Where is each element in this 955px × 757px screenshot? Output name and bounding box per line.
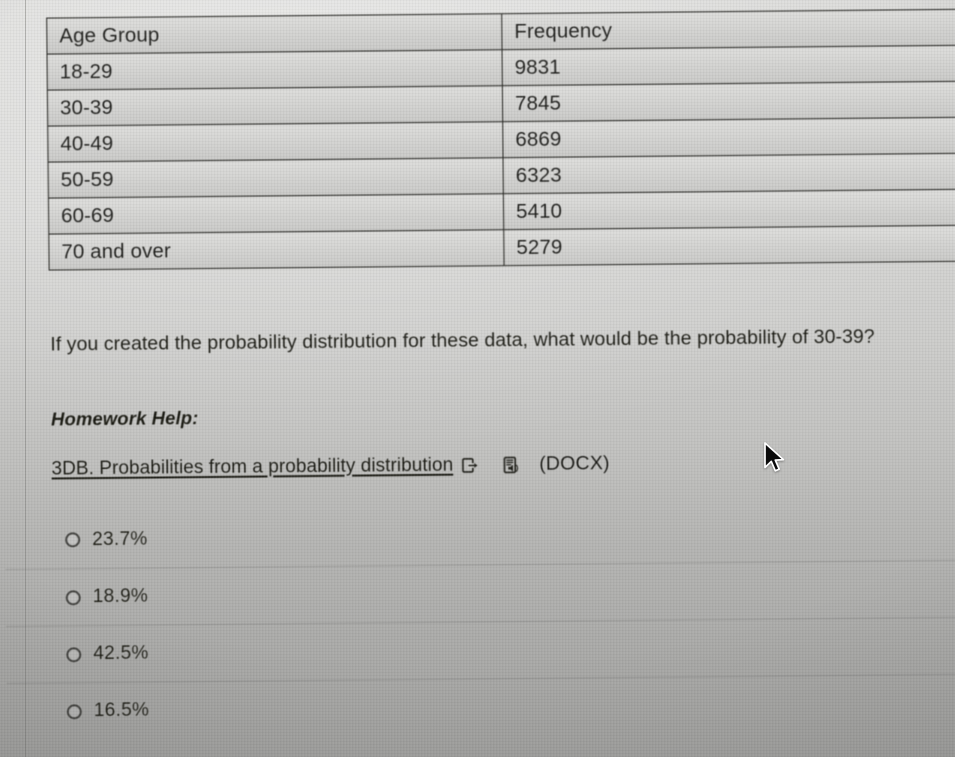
answer-option-label: 23.7% [92,528,148,550]
cell-age-group: 18-29 [47,49,503,91]
answer-option-1[interactable]: 23.7% [5,502,955,569]
answer-option-3[interactable]: 42.5% [6,616,955,683]
answer-option-label: 42.5% [93,642,149,665]
answer-option-4[interactable]: 16.5% [6,673,955,740]
cell-frequency: 6869 [502,116,955,158]
question-text: If you created the probability distribut… [50,325,875,356]
cell-age-group: 60-69 [48,193,504,235]
file-type-label: (DOCX) [539,452,610,475]
answer-options-list: 23.7% 18.9% 42.5% 16.5% [5,502,955,740]
radio-button-icon[interactable] [66,646,82,662]
homework-help-resource-row: 3DB. Probabilities from a probability di… [51,452,609,480]
read-aloud-document-icon[interactable] [502,455,521,474]
homework-help-link[interactable]: 3DB. Probabilities from a probability di… [51,454,454,480]
cell-age-group: 40-49 [47,121,504,163]
answer-option-2[interactable]: 18.9% [5,559,955,626]
answer-option-label: 16.5% [93,699,150,722]
cell-frequency: 7845 [502,80,955,122]
cell-age-group: 30-39 [47,85,503,127]
column-header-frequency: Frequency [501,8,955,50]
radio-button-icon[interactable] [65,589,81,605]
cell-frequency: 9831 [502,44,955,86]
cell-frequency: 5279 [503,224,955,266]
frequency-distribution-table: Age Group Frequency 18-29 9831 30-39 784… [46,8,955,271]
answer-option-label: 18.9% [92,585,149,608]
cell-age-group: 70 and over [48,229,505,271]
homework-help-heading: Homework Help: [50,407,199,430]
open-in-new-window-icon[interactable] [461,455,480,474]
cell-age-group: 50-59 [48,157,504,199]
cell-frequency: 5410 [503,188,955,230]
radio-button-icon[interactable] [65,532,81,548]
cell-frequency: 6323 [503,152,955,194]
column-header-age-group: Age Group [46,13,503,55]
radio-button-icon[interactable] [66,703,82,719]
